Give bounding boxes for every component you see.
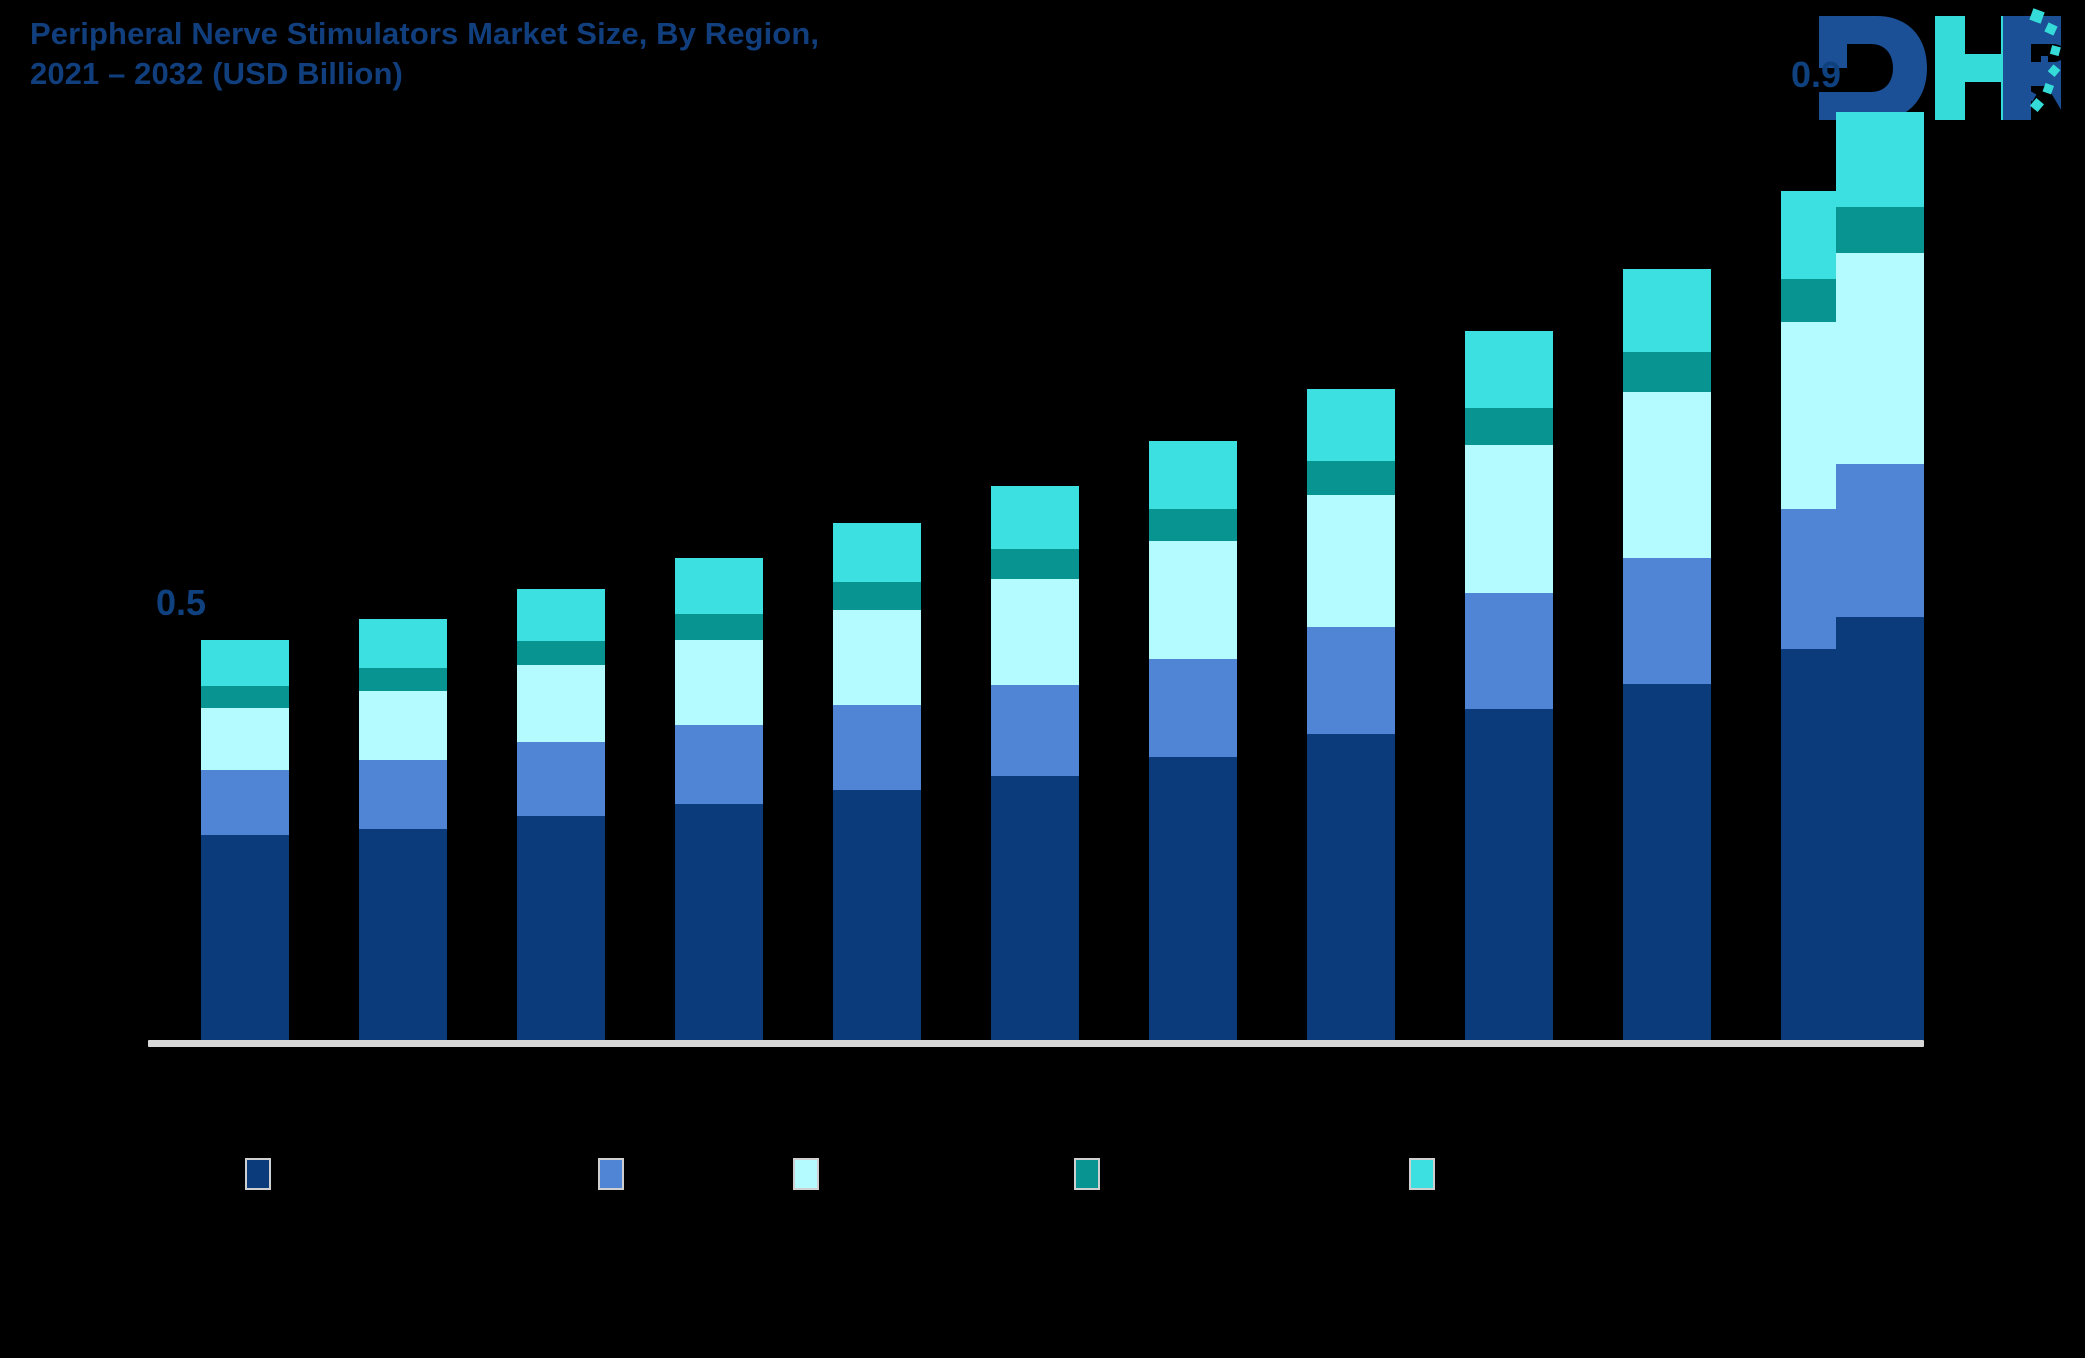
bar-segment-middle-east-africa[interactable] [359,619,447,668]
bar-segment-middle-east-africa[interactable] [1307,389,1395,461]
bar-2032[interactable] [1836,112,1924,1040]
bar-segment-north-america[interactable] [991,776,1079,1040]
bar-segment-latin-america[interactable] [1149,509,1237,541]
data-label-2021: 0.5 [156,582,207,623]
bar-segment-latin-america[interactable] [991,549,1079,579]
bar-segment-north-america[interactable] [1623,684,1711,1040]
bar-2028[interactable] [1307,389,1395,1040]
bar-segment-asia-pacific[interactable] [991,579,1079,685]
legend-series-2-swatch [598,1158,624,1190]
bar-segment-latin-america[interactable] [359,668,447,691]
bar-segment-north-america[interactable] [359,829,447,1040]
bar-segment-middle-east-africa[interactable] [833,523,921,582]
legend-series-4[interactable] [1074,1158,1112,1190]
bar-2027[interactable] [1149,441,1237,1040]
bar-segment-middle-east-africa[interactable] [517,589,605,641]
bar-segment-north-america[interactable] [1149,757,1237,1040]
bar-segment-europe[interactable] [1465,593,1553,709]
bar-segment-latin-america[interactable] [201,686,289,708]
bar-segment-asia-pacific[interactable] [1623,392,1711,558]
chart-title-line-2: 2021 – 2032 (USD Billion) [30,55,403,91]
bar-segment-latin-america[interactable] [517,641,605,665]
bar-segment-asia-pacific[interactable] [1149,541,1237,659]
legend-series-1-swatch [245,1158,271,1190]
bar-segment-asia-pacific[interactable] [1836,253,1924,464]
bar-2021[interactable] [201,640,289,1040]
chart-title-line-1: Peripheral Nerve Stimulators Market Size… [30,16,820,51]
legend-series-3[interactable] [793,1158,831,1190]
bar-segment-latin-america[interactable] [1465,408,1553,445]
bar-2024[interactable] [675,558,763,1040]
bar-segment-asia-pacific[interactable] [517,665,605,742]
bar-segment-north-america[interactable] [675,804,763,1040]
bar-2026[interactable] [991,486,1079,1040]
bar-segment-asia-pacific[interactable] [1465,445,1553,593]
bar-segment-europe[interactable] [517,742,605,816]
bar-segment-north-america[interactable] [201,835,289,1040]
bar-segment-europe[interactable] [1623,558,1711,684]
bar-segment-north-america[interactable] [517,816,605,1040]
bar-segment-europe[interactable] [991,685,1079,776]
bar-segment-middle-east-africa[interactable] [1623,269,1711,352]
bar-segment-north-america[interactable] [1465,709,1553,1040]
x-axis-line [148,1040,1924,1047]
bar-2022[interactable] [359,619,447,1040]
bar-segment-middle-east-africa[interactable] [675,558,763,614]
bar-segment-europe[interactable] [833,705,921,790]
bar-segment-latin-america[interactable] [675,614,763,640]
bar-segment-asia-pacific[interactable] [359,691,447,760]
chart-title: Peripheral Nerve Stimulators Market Size… [30,14,1430,93]
bar-segment-europe[interactable] [675,725,763,804]
bar-segment-middle-east-africa[interactable] [1149,441,1237,509]
data-label-2032: 0.9 [1791,54,1842,95]
bar-segment-europe[interactable] [359,760,447,829]
bar-segment-europe[interactable] [1307,627,1395,734]
legend-series-5-swatch [1409,1158,1435,1190]
bar-segment-latin-america[interactable] [1307,461,1395,495]
bar-segment-europe[interactable] [201,770,289,835]
bar-segment-latin-america[interactable] [1836,207,1924,253]
bar-segment-europe[interactable] [1149,659,1237,757]
bar-segment-asia-pacific[interactable] [201,708,289,770]
legend-series-1[interactable] [245,1158,283,1190]
legend-series-3-swatch [793,1158,819,1190]
bar-segment-middle-east-africa[interactable] [1836,112,1924,207]
bar-segment-latin-america[interactable] [833,582,921,610]
legend-series-5[interactable] [1409,1158,1447,1190]
bar-segment-middle-east-africa[interactable] [1465,331,1553,408]
bar-2029[interactable] [1465,331,1553,1040]
bar-segment-latin-america[interactable] [1623,352,1711,392]
bar-segment-north-america[interactable] [833,790,921,1040]
bar-2025[interactable] [833,523,921,1040]
legend-series-4-swatch [1074,1158,1100,1190]
bar-segment-asia-pacific[interactable] [1307,495,1395,627]
legend-series-2[interactable] [598,1158,636,1190]
chart-legend [0,1158,2085,1218]
bar-2023[interactable] [517,589,605,1040]
bar-segment-europe[interactable] [1836,464,1924,617]
bar-segment-asia-pacific[interactable] [675,640,763,725]
bar-segment-north-america[interactable] [1836,617,1924,1040]
bar-segment-north-america[interactable] [1307,734,1395,1040]
bar-segment-middle-east-africa[interactable] [991,486,1079,549]
bar-2030[interactable] [1623,269,1711,1040]
bar-segment-middle-east-africa[interactable] [201,640,289,686]
bar-segment-asia-pacific[interactable] [833,610,921,705]
